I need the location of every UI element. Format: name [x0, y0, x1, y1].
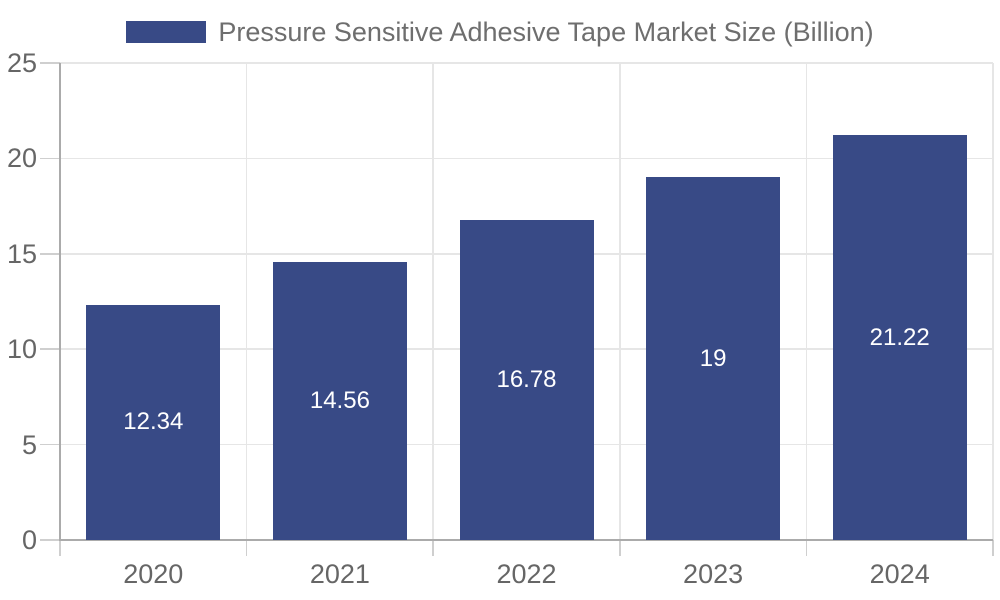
gridline-vertical [619, 63, 621, 540]
bar-2022[interactable]: 16.78 [459, 219, 594, 540]
gridline-vertical [432, 63, 434, 540]
gridline-vertical [245, 63, 248, 540]
bar-value-label: 14.56 [309, 387, 370, 415]
bar-2023[interactable]: 19 [646, 177, 781, 540]
bar-2024[interactable]: 21.22 [832, 135, 967, 540]
bar-value-label: 19 [699, 344, 727, 372]
y-axis-tick-label: 10 [6, 334, 37, 365]
gridline-vertical [805, 63, 808, 540]
x-axis-line [60, 539, 993, 541]
x-axis-label-2022: 2022 [496, 559, 557, 589]
bar-2021[interactable]: 14.56 [272, 262, 407, 540]
y-axis-tick [40, 539, 60, 541]
y-axis-tick [40, 443, 60, 446]
bar-value-label: 16.78 [496, 365, 557, 393]
x-axis-tick [992, 540, 994, 556]
y-axis-tick-label: 0 [21, 525, 37, 555]
y-axis-line [59, 63, 61, 541]
y-axis-tick [40, 253, 60, 255]
y-axis-tick-label: 20 [6, 143, 37, 174]
legend-item[interactable]: Pressure Sensitive Adhesive Tape Market … [0, 16, 1000, 48]
x-axis-tick [805, 540, 808, 556]
x-axis-tick [59, 540, 61, 556]
x-axis-tick [432, 540, 434, 556]
y-axis-tick [40, 62, 60, 64]
y-axis-tick [40, 157, 60, 160]
gridline-vertical [992, 63, 994, 540]
x-axis-label-2023: 2023 [683, 559, 744, 589]
x-axis-tick [619, 540, 621, 556]
legend-label: Pressure Sensitive Adhesive Tape Market … [218, 16, 874, 47]
y-axis-tick-label: 5 [21, 429, 37, 460]
gridline-horizontal [60, 157, 993, 160]
y-axis-tick [40, 348, 60, 350]
y-axis-tick-label: 15 [6, 238, 37, 269]
bar-value-label: 12.34 [123, 408, 184, 436]
x-axis-label-2024: 2024 [869, 559, 930, 589]
x-axis-tick [245, 540, 248, 556]
x-axis-label-2021: 2021 [309, 559, 370, 589]
bar-2020[interactable]: 12.34 [86, 304, 221, 540]
bar-value-label: 21.22 [869, 323, 930, 351]
x-axis-label-2020: 2020 [123, 559, 184, 589]
y-axis-tick-label: 25 [6, 48, 37, 78]
gridline-horizontal [60, 62, 993, 64]
legend-swatch [126, 21, 207, 43]
